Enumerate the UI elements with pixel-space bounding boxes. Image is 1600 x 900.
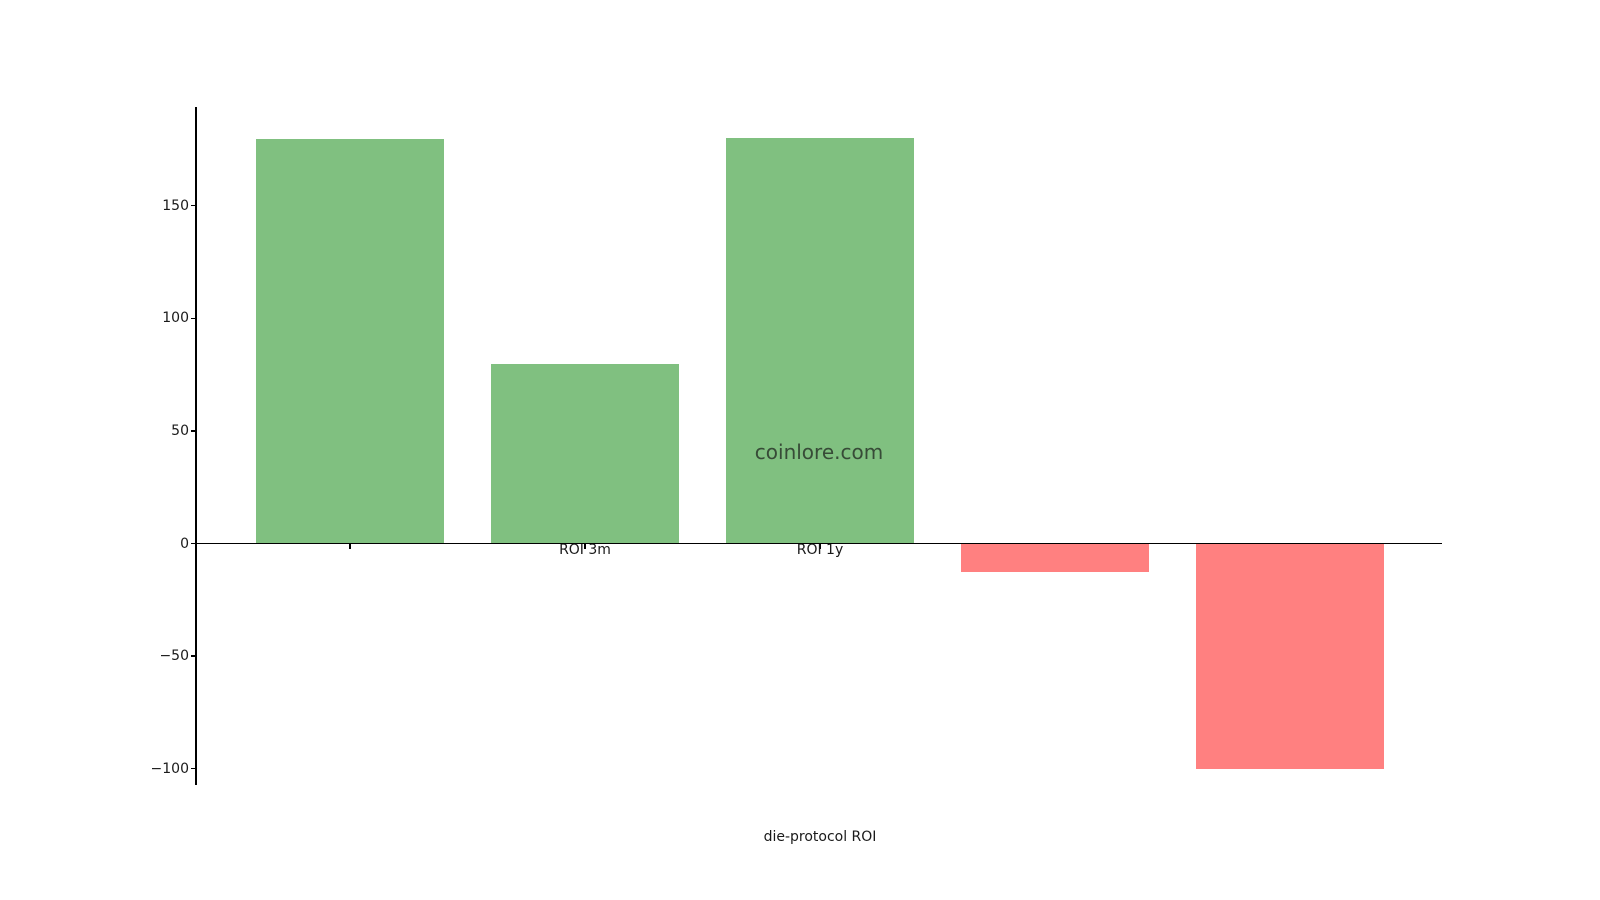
y-tick-mark xyxy=(191,542,196,545)
y-tick-mark xyxy=(191,655,196,657)
y-axis-spine xyxy=(195,107,197,785)
y-tick-label: −100 xyxy=(150,760,189,777)
x-tick-mark xyxy=(819,543,821,549)
y-tick-label: 100 xyxy=(162,310,189,327)
y-tick-label: 150 xyxy=(162,197,189,214)
bar xyxy=(256,138,444,544)
x-axis-title: die-protocol ROI xyxy=(763,829,877,845)
x-axis-zero-line xyxy=(196,542,1442,545)
watermark-text: coinlore.com xyxy=(754,440,884,464)
y-tick-mark xyxy=(191,768,196,770)
y-tick-label: −50 xyxy=(159,648,189,665)
y-tick-mark xyxy=(191,205,196,207)
x-tick-mark xyxy=(349,543,351,549)
y-tick-label: 50 xyxy=(171,422,189,439)
x-tick-label: ROI 1y xyxy=(796,542,844,558)
bar xyxy=(491,364,679,544)
y-tick-mark xyxy=(191,317,196,319)
bar xyxy=(961,543,1149,573)
y-tick-label: 0 xyxy=(180,535,189,552)
bar xyxy=(1196,543,1384,769)
x-tick-label: ROI 3m xyxy=(559,542,611,558)
x-tick-mark xyxy=(584,543,586,549)
y-tick-mark xyxy=(191,430,196,432)
bar xyxy=(726,137,914,544)
